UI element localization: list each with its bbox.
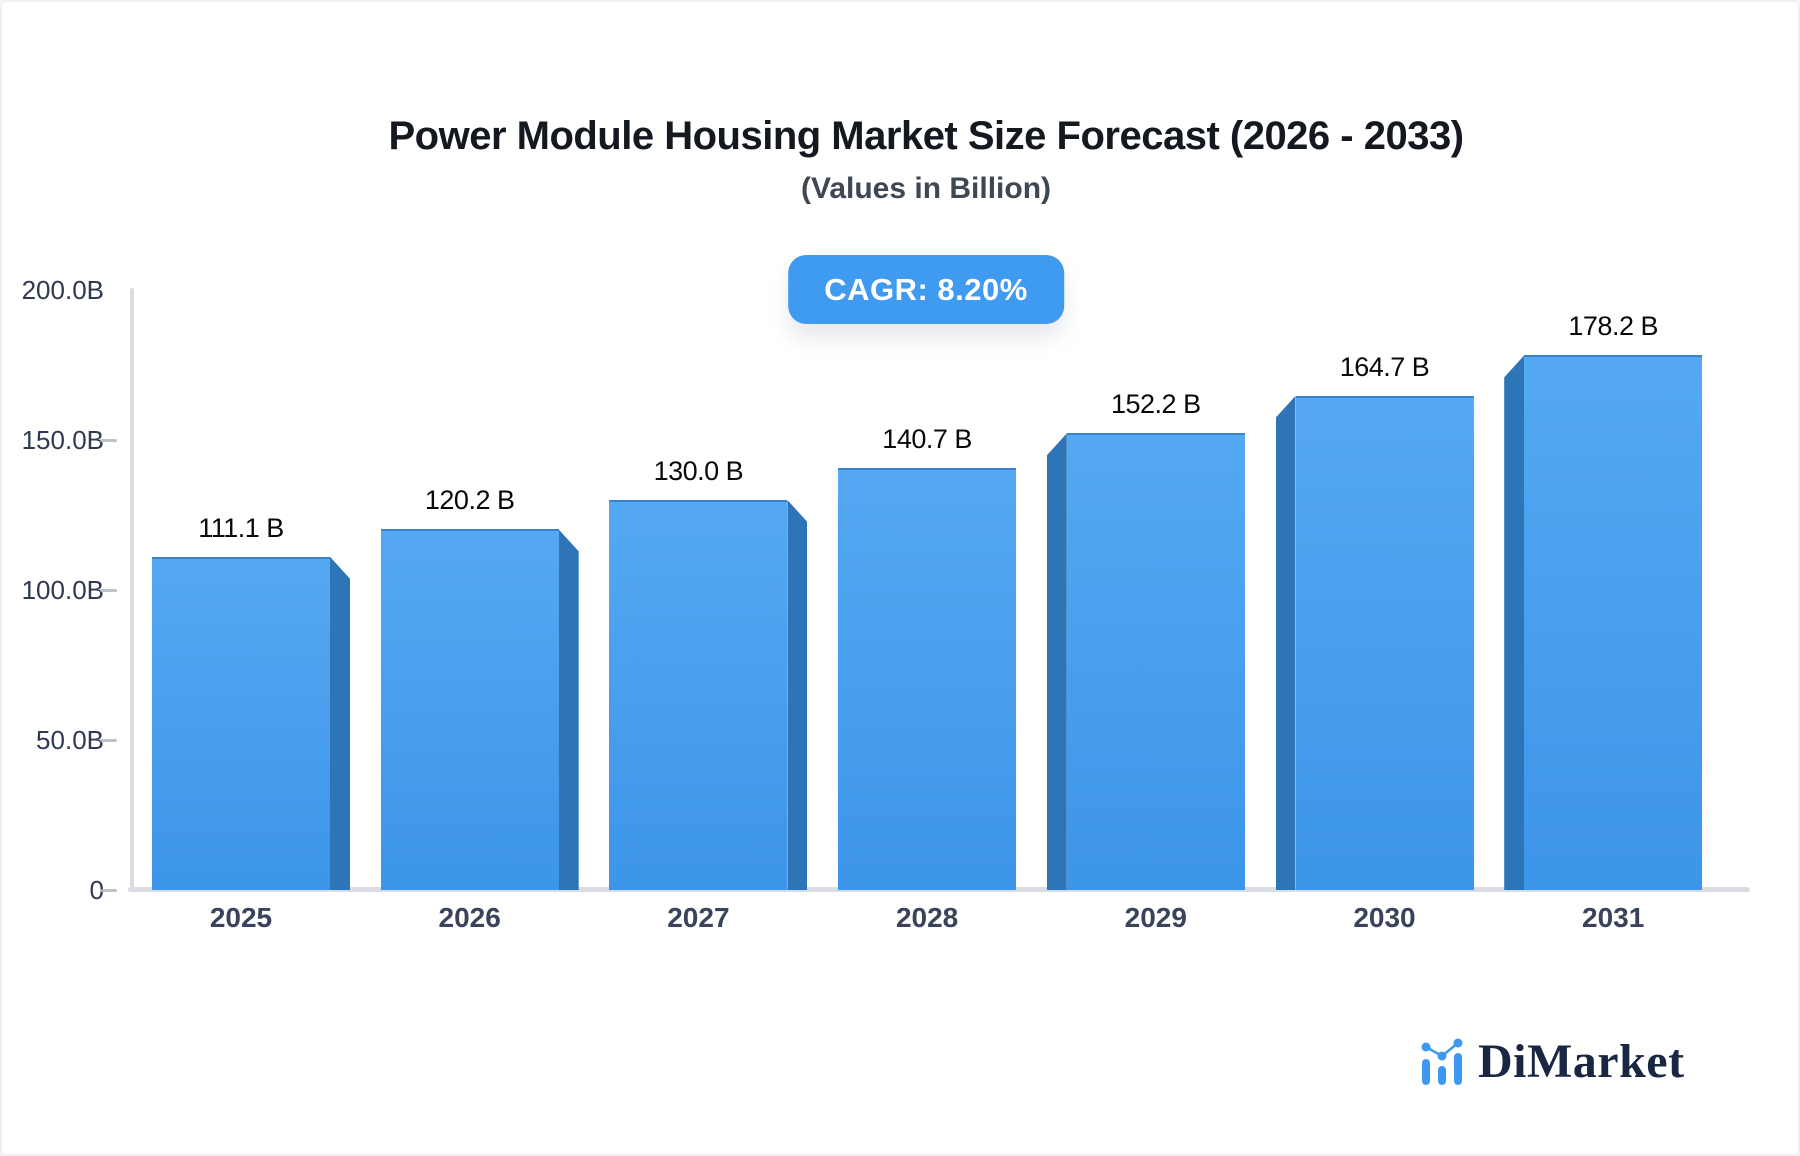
y-tick-mark	[100, 739, 117, 742]
y-tick-mark	[100, 589, 117, 592]
x-tick-label-2026: 2026	[438, 902, 501, 933]
bar-2031[interactable]	[1524, 355, 1703, 890]
bar-side-2026	[558, 529, 579, 890]
x-tick-label-2028: 2028	[895, 902, 959, 933]
brand-logo[interactable]: DiMarket	[1420, 1038, 1685, 1086]
bar-2028[interactable]	[838, 467, 1017, 890]
page-title: Power Module Housing Market Size Forecas…	[388, 114, 1464, 158]
mini-bar-line-chart-icon	[1420, 1038, 1464, 1086]
brand-name: DiMarket	[1478, 1035, 1685, 1088]
bar-2030[interactable]	[1295, 395, 1474, 890]
bar-2026[interactable]	[380, 529, 559, 890]
bar-2025[interactable]	[152, 556, 330, 890]
y-axis-line	[130, 288, 134, 890]
value-label-2026: 120.2 B	[424, 485, 515, 516]
bar-2027[interactable]	[609, 500, 788, 890]
bar-side-2025	[330, 556, 350, 890]
x-tick-label-2027: 2027	[667, 902, 730, 933]
value-label-2030: 164.7 B	[1339, 351, 1430, 382]
y-tick-label-200: 200.0B	[21, 275, 104, 305]
page-subtitle: (Values in Billion)	[800, 172, 1052, 205]
y-tick-mark	[100, 889, 117, 892]
y-tick-label-0: 0	[89, 875, 104, 905]
bar-side-2031	[1504, 355, 1525, 890]
bar-side-2030	[1275, 395, 1296, 890]
y-tick-mark	[100, 439, 117, 442]
value-label-2025: 111.1 B	[198, 512, 284, 543]
y-tick-label-150: 150.0B	[21, 425, 104, 455]
y-tick-label-100: 100.0B	[21, 575, 104, 605]
value-label-2029: 152.2 B	[1111, 389, 1201, 420]
cagr-badge: CAGR: 8.20%	[788, 255, 1064, 324]
bar-2029[interactable]	[1066, 433, 1245, 890]
y-tick-label-50: 50.0B	[36, 725, 104, 755]
x-tick-label-2029: 2029	[1124, 902, 1187, 933]
bar-side-2029	[1046, 433, 1067, 890]
value-label-2027: 130.0 B	[653, 456, 744, 486]
x-tick-label-2030: 2030	[1353, 902, 1416, 933]
value-label-2028: 140.7 B	[882, 423, 972, 454]
value-label-2031: 178.2 B	[1568, 311, 1658, 342]
x-tick-label-2025: 2025	[209, 902, 273, 933]
x-tick-label-2031: 2031	[1582, 902, 1645, 933]
bar-side-2027	[787, 500, 808, 890]
